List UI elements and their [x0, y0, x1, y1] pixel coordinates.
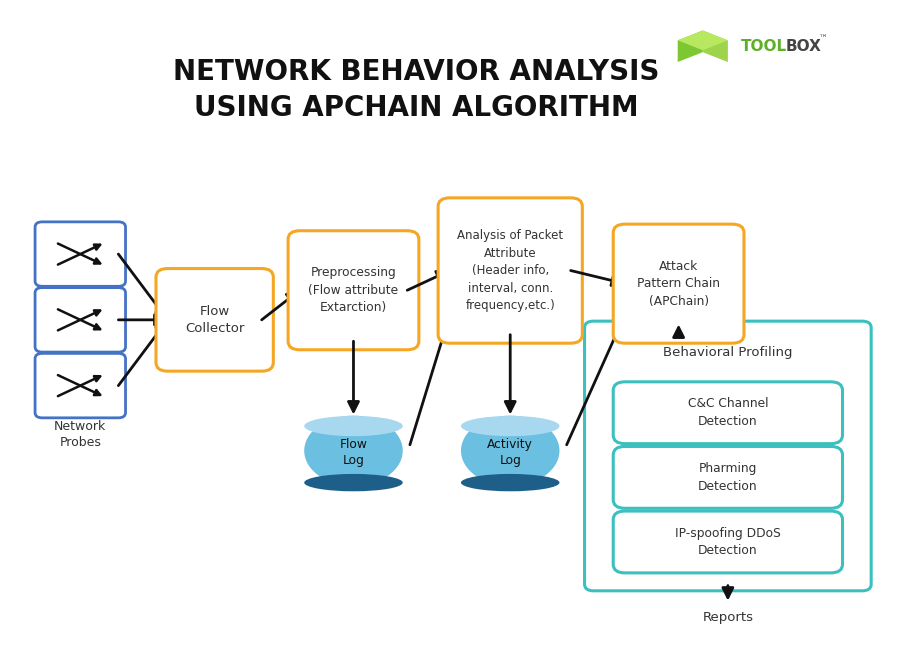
Text: Flow
Log: Flow Log — [340, 438, 367, 468]
FancyBboxPatch shape — [612, 446, 842, 508]
FancyBboxPatch shape — [438, 198, 582, 343]
Text: Network
Probes: Network Probes — [54, 420, 107, 450]
Polygon shape — [702, 31, 727, 62]
FancyBboxPatch shape — [35, 354, 126, 418]
Text: Behavioral Profiling: Behavioral Profiling — [663, 346, 792, 359]
Ellipse shape — [461, 416, 559, 436]
Text: Attack
Pattern Chain
(APChain): Attack Pattern Chain (APChain) — [637, 260, 720, 308]
Text: C&C Channel
Detection: C&C Channel Detection — [687, 398, 768, 428]
FancyBboxPatch shape — [612, 511, 842, 573]
Text: BOX: BOX — [786, 39, 821, 55]
FancyBboxPatch shape — [288, 230, 418, 350]
Ellipse shape — [461, 474, 559, 492]
Ellipse shape — [304, 474, 403, 492]
Text: IP-spoofing DDoS
Detection: IP-spoofing DDoS Detection — [675, 527, 780, 557]
Text: Analysis of Packet
Attribute
(Header info,
interval, conn.
frequency,etc.): Analysis of Packet Attribute (Header inf… — [457, 229, 563, 312]
Text: Pharming
Detection: Pharming Detection — [697, 462, 757, 493]
Ellipse shape — [304, 416, 403, 436]
FancyBboxPatch shape — [156, 268, 273, 371]
FancyBboxPatch shape — [612, 224, 743, 343]
Text: TOOL: TOOL — [740, 39, 786, 55]
Text: NETWORK BEHAVIOR ANALYSIS
USING APCHAIN ALGORITHM: NETWORK BEHAVIOR ANALYSIS USING APCHAIN … — [172, 58, 658, 121]
Text: Preprocessing
(Flow attribute
Extarction): Preprocessing (Flow attribute Extarction… — [308, 266, 398, 314]
FancyBboxPatch shape — [584, 321, 870, 591]
Ellipse shape — [461, 416, 559, 486]
FancyBboxPatch shape — [35, 288, 126, 352]
Text: Activity
Log: Activity Log — [487, 438, 533, 468]
FancyBboxPatch shape — [35, 222, 126, 286]
Ellipse shape — [304, 416, 403, 486]
Text: Flow
Collector: Flow Collector — [185, 304, 244, 335]
FancyBboxPatch shape — [612, 382, 842, 444]
Polygon shape — [677, 31, 727, 50]
Polygon shape — [677, 31, 702, 62]
Text: ™: ™ — [818, 34, 827, 43]
Text: Reports: Reports — [702, 611, 752, 623]
